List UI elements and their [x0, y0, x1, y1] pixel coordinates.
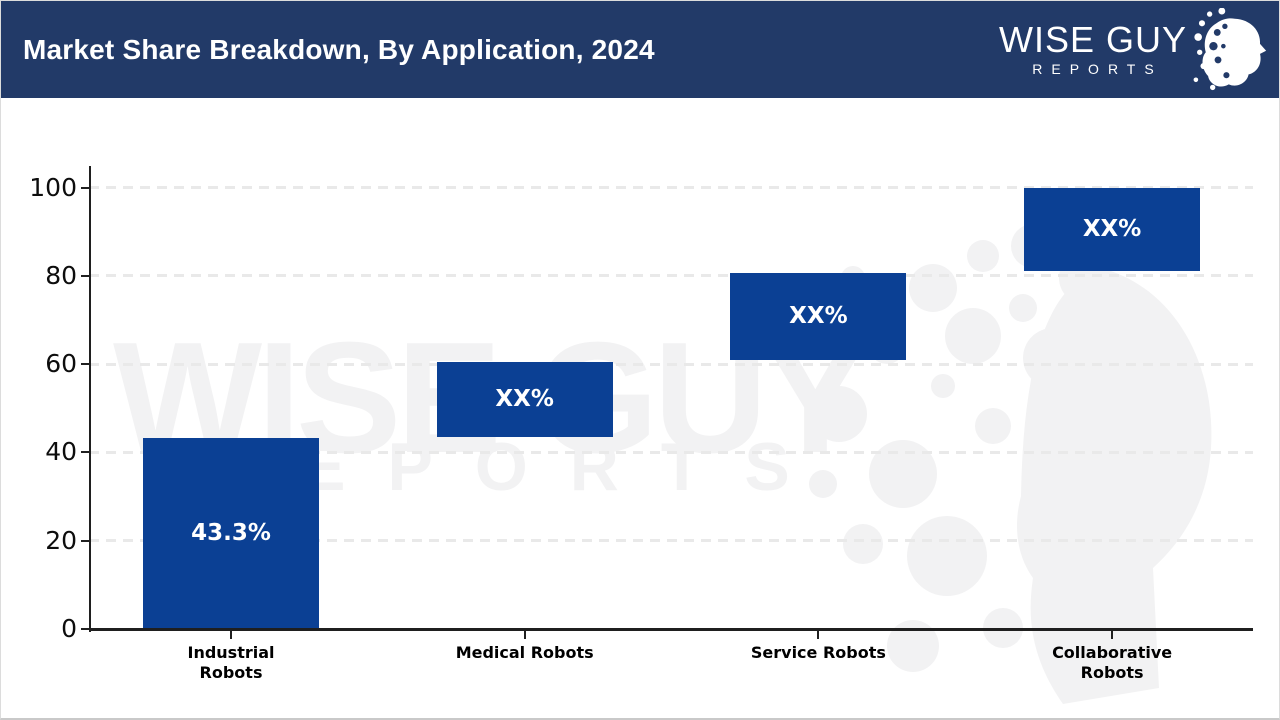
page-title: Market Share Breakdown, By Application, … — [23, 33, 655, 65]
bar-service-robots: XX% — [730, 272, 907, 361]
bar-collaborative-robots: XX% — [1024, 187, 1201, 272]
y-tick-label-0: 0 — [61, 614, 77, 643]
logo-tagline: REPORTS — [1032, 61, 1163, 77]
waterfall-chart: WISE GUY REPORTS 0 20 40 60 80 100 43.3% XX% XX%… — [1, 98, 1279, 718]
bar-value-label: XX% — [789, 302, 848, 329]
x-category-label: Medical Robots — [455, 643, 594, 662]
x-tick-3 — [817, 631, 820, 639]
x-tick-4 — [1111, 631, 1114, 639]
x-category-label: Industrial Robots — [187, 643, 275, 682]
bar-value-label: 43.3% — [191, 519, 271, 546]
y-tick-label-100: 100 — [29, 172, 77, 202]
gridline-60 — [89, 362, 1253, 366]
x-tick-2 — [523, 631, 526, 639]
y-tick-40 — [81, 451, 89, 454]
y-axis-line — [89, 165, 91, 632]
chart-header: Market Share Breakdown, By Application, … — [1, 1, 1279, 98]
gridline-100 — [89, 186, 1253, 189]
logo-name: WISE GUY — [998, 19, 1187, 60]
y-tick-label-60: 60 — [45, 349, 77, 379]
y-tick-label-20: 20 — [45, 525, 77, 555]
x-tick-1 — [230, 631, 232, 639]
x-category-label: Collaborative Robots — [1052, 643, 1173, 682]
y-tick-60 — [81, 363, 89, 366]
y-tick-label-40: 40 — [45, 437, 77, 467]
bar-value-label: XX% — [495, 385, 554, 412]
y-tick-100 — [81, 186, 89, 189]
y-tick-0 — [81, 628, 89, 630]
gridline-20 — [89, 539, 1253, 543]
y-tick-20 — [81, 539, 89, 542]
gridline-40 — [89, 450, 1253, 454]
dotted-head-icon — [1193, 7, 1267, 90]
wise-guy-logo: WISE GUY REPORTS — [999, 1, 1271, 98]
x-axis-line — [89, 628, 1253, 631]
gridline-80 — [89, 274, 1253, 278]
bar-industrial-robots: 43.3% — [143, 437, 319, 629]
y-tick-label-80: 80 — [45, 260, 77, 290]
bar-medical-robots: XX% — [436, 361, 613, 437]
y-tick-80 — [81, 274, 89, 277]
x-category-label: Service Robots — [750, 643, 886, 662]
bar-value-label: XX% — [1082, 215, 1142, 242]
